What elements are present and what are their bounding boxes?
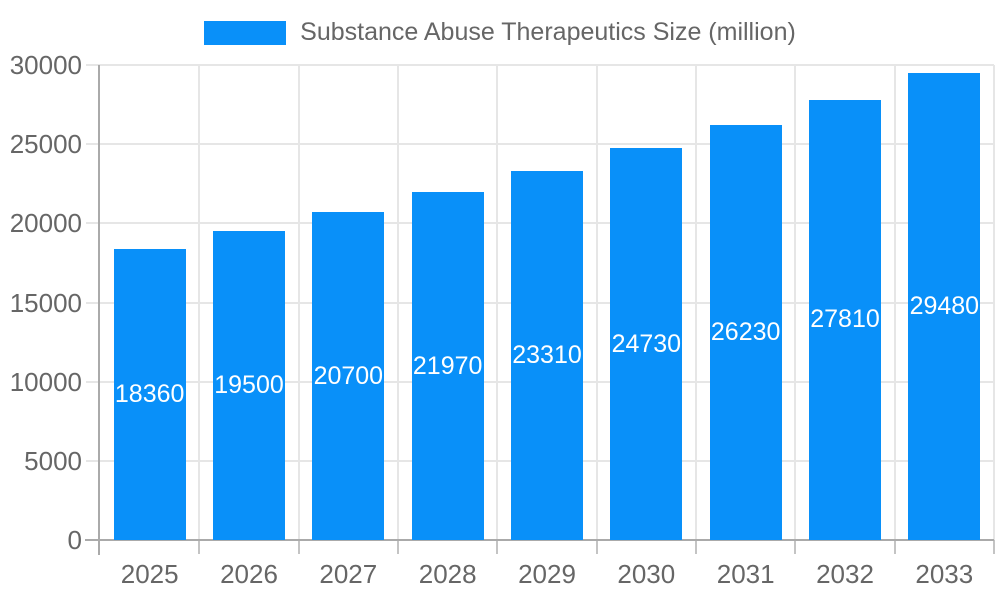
gridline-vertical: [297, 65, 300, 540]
x-axis-tick: [496, 540, 499, 554]
y-axis-tick: [86, 380, 100, 383]
bar-value-label: 26230: [710, 317, 781, 346]
y-axis-tick: [86, 143, 100, 146]
bar-2031[interactable]: 26230: [709, 124, 782, 540]
x-axis-tick-label: 2025: [120, 559, 179, 589]
gridline-vertical: [496, 65, 499, 540]
x-axis-tick: [993, 540, 995, 554]
bar-value-label: 24730: [611, 329, 682, 358]
x-axis-tick: [695, 540, 697, 554]
bar-2028[interactable]: 21970: [411, 192, 484, 540]
x-axis-tick-label: 2032: [816, 559, 874, 589]
x-axis-tick: [794, 540, 797, 554]
bar-2033[interactable]: 29480: [908, 73, 981, 540]
gridline-horizontal: [100, 64, 994, 66]
y-axis-tick-label: 0: [67, 525, 82, 555]
gridline-vertical: [993, 65, 995, 540]
y-axis-line: [98, 65, 100, 555]
gridline-vertical: [893, 65, 896, 540]
bar-2027[interactable]: 20700: [312, 212, 385, 540]
gridline-vertical: [397, 65, 399, 540]
bar-value-label: 27810: [810, 305, 880, 334]
y-axis-tick: [86, 459, 100, 462]
y-axis-tick-label: 5000: [24, 445, 82, 476]
y-axis-tick-label: 15000: [9, 287, 82, 318]
x-axis-tick-label: 2030: [617, 559, 676, 589]
x-axis-tick-label: 2033: [915, 559, 974, 589]
x-axis-tick-label: 2029: [518, 559, 576, 589]
y-axis-tick-label: 25000: [9, 129, 82, 160]
bar-value-label: 21970: [412, 351, 483, 380]
bar-value-label: 20700: [313, 361, 384, 390]
gridline-vertical: [595, 65, 598, 540]
x-axis-tick: [893, 540, 896, 554]
x-axis-tick-label: 2026: [220, 559, 278, 589]
legend-label: Substance Abuse Therapeutics Size (milli…: [300, 18, 796, 46]
y-axis-tick-label: 30000: [9, 50, 82, 80]
bar-2029[interactable]: 23310: [511, 170, 583, 540]
y-axis-tick: [86, 222, 100, 225]
x-axis-tick: [397, 540, 399, 554]
legend-item[interactable]: Substance Abuse Therapeutics Size (milli…: [0, 19, 1000, 46]
bar-value-label: 29480: [909, 292, 980, 321]
x-axis-tick-label: 2031: [716, 559, 775, 589]
x-axis-tick: [595, 540, 598, 554]
legend-swatch-icon: [204, 20, 287, 45]
gridline-vertical: [695, 65, 697, 540]
x-axis-tick: [297, 540, 300, 554]
gridline-horizontal: [100, 143, 994, 146]
x-axis-line: [85, 539, 994, 541]
bar-value-label: 18360: [114, 380, 185, 409]
x-axis-tick-label: 2027: [319, 559, 378, 589]
gridline-vertical: [794, 65, 797, 540]
y-axis-tick: [86, 64, 100, 66]
y-axis-tick: [86, 301, 100, 304]
bar-value-label: 19500: [214, 371, 284, 400]
x-axis-tick: [198, 540, 201, 554]
bar-2030[interactable]: 24730: [610, 148, 683, 540]
y-axis-tick-label: 20000: [9, 208, 82, 239]
bar-2032[interactable]: 27810: [809, 99, 881, 540]
bar-value-label: 23310: [512, 340, 582, 369]
bar-2026[interactable]: 19500: [213, 231, 285, 540]
bar-2025[interactable]: 18360: [113, 249, 186, 540]
y-axis-tick-label: 10000: [9, 366, 82, 397]
x-axis-tick-label: 2028: [418, 559, 477, 589]
gridline-vertical: [198, 65, 201, 540]
